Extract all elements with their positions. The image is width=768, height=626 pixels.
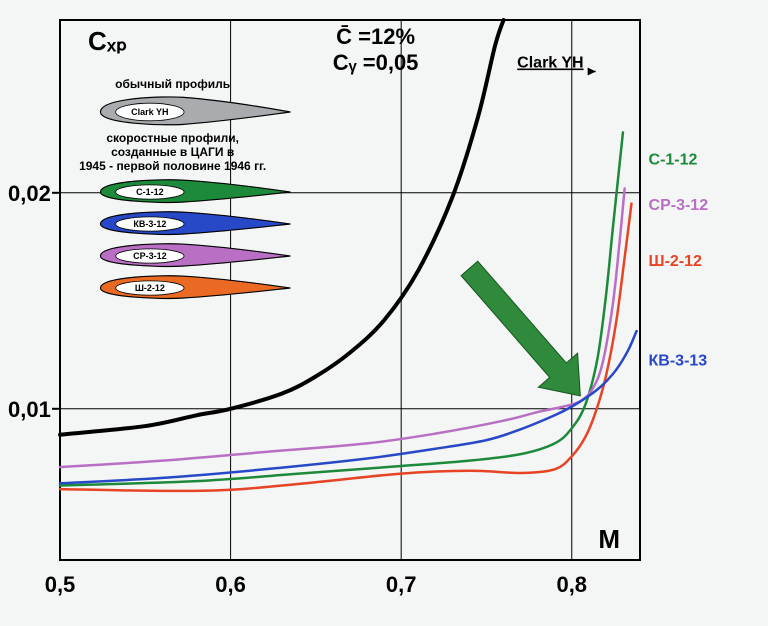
- svg-text:созданные в ЦАГИ в: созданные в ЦАГИ в: [111, 145, 234, 159]
- svg-text:0,7: 0,7: [386, 572, 417, 597]
- svg-text:Clark YH: Clark YH: [131, 107, 168, 117]
- svg-text:1945 - первой половине 1946 гг: 1945 - первой половине 1946 гг.: [79, 159, 266, 173]
- svg-text:0,02: 0,02: [8, 181, 51, 206]
- svg-text:С-1-12: С-1-12: [649, 152, 698, 169]
- svg-text:СР-3-12: СР-3-12: [649, 197, 709, 214]
- svg-text:Cₓₚ: Cₓₚ: [88, 26, 127, 56]
- svg-text:Clark YH: Clark YH: [517, 55, 583, 72]
- svg-text:КВ-3-13: КВ-3-13: [649, 353, 708, 370]
- svg-text:скоростные профили,: скоростные профили,: [106, 131, 239, 145]
- svg-text:C̄ =12%: C̄ =12%: [336, 24, 415, 49]
- chart-svg: 0,5 0,6 0,7 0,8 0,01 0,02 Cₓₚ M C̄ =12%Cᵧ =0,05 С…: [0, 0, 768, 626]
- svg-text:0,8: 0,8: [556, 572, 587, 597]
- svg-text:M: M: [598, 524, 620, 554]
- svg-text:КВ-3-12: КВ-3-12: [133, 219, 166, 229]
- svg-text:Ш-2-12: Ш-2-12: [135, 283, 165, 293]
- svg-text:0,6: 0,6: [215, 572, 246, 597]
- svg-text:С-1-12: С-1-12: [136, 187, 164, 197]
- svg-text:0,01: 0,01: [8, 397, 51, 422]
- svg-text:Ш-2-12: Ш-2-12: [649, 253, 703, 270]
- svg-text:0,5: 0,5: [45, 572, 76, 597]
- svg-text:СР-3-12: СР-3-12: [133, 251, 167, 261]
- svg-text:Cᵧ =0,05: Cᵧ =0,05: [333, 50, 419, 75]
- svg-text:обычный профиль: обычный профиль: [115, 77, 230, 91]
